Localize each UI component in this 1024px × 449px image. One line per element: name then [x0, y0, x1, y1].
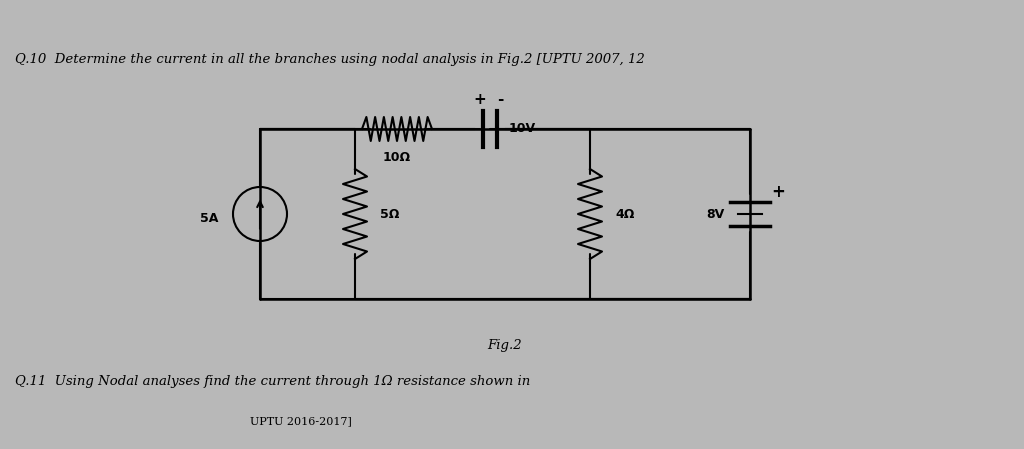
Text: Fig.2: Fig.2: [487, 339, 522, 352]
Text: 5A: 5A: [200, 212, 218, 225]
Text: +: +: [474, 92, 486, 107]
Text: 10V: 10V: [509, 123, 537, 136]
Text: +: +: [771, 183, 785, 201]
Text: Q.11  Using Nodal analyses find the current through 1Ω resistance shown in: Q.11 Using Nodal analyses find the curre…: [15, 374, 530, 387]
Text: 5Ω: 5Ω: [380, 207, 399, 220]
Text: UPTU 2016-2017]: UPTU 2016-2017]: [250, 416, 352, 426]
Text: 8V: 8V: [706, 207, 724, 220]
Text: 10Ω: 10Ω: [383, 151, 411, 164]
Text: 4Ω: 4Ω: [615, 207, 635, 220]
Text: Q.10  Determine the current in all the branches using nodal analysis in Fig.2 [U: Q.10 Determine the current in all the br…: [15, 53, 645, 66]
Text: -: -: [497, 92, 503, 107]
